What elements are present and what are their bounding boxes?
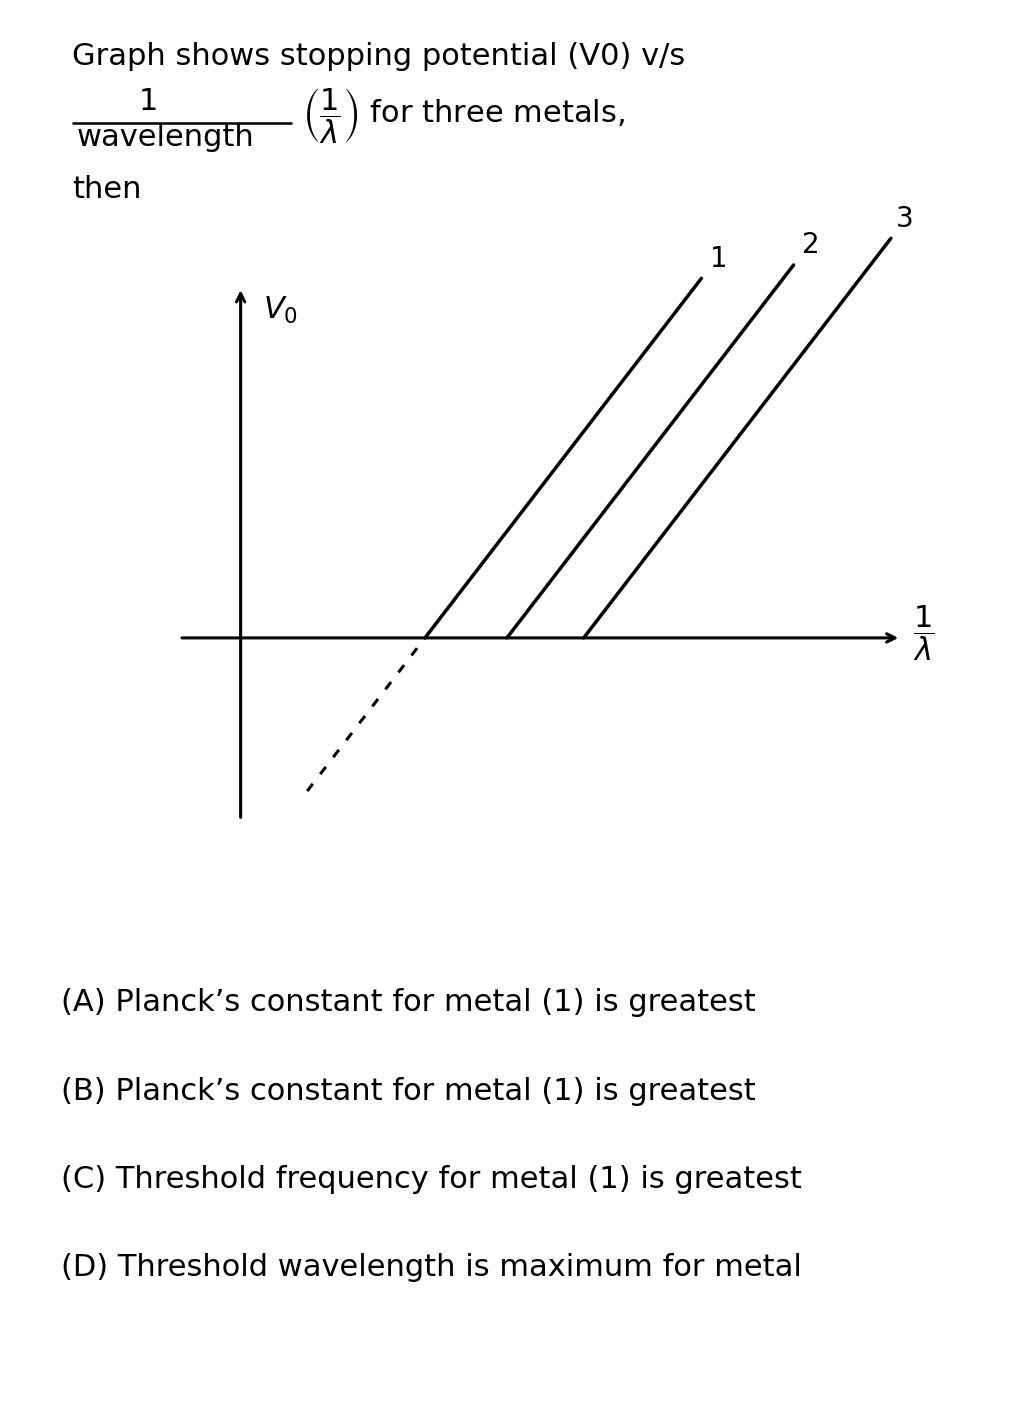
Text: (B) Planck’s constant for metal (1) is greatest: (B) Planck’s constant for metal (1) is g… [61,1077,756,1106]
Text: then: then [72,175,141,205]
Text: 3: 3 [896,205,913,233]
Text: $\left(\dfrac{1}{\lambda}\right)$ for three metals,: $\left(\dfrac{1}{\lambda}\right)$ for th… [302,87,625,146]
Text: (D) Threshold wavelength is maximum for metal: (D) Threshold wavelength is maximum for … [61,1253,803,1283]
Text: (C) Threshold frequency for metal (1) is greatest: (C) Threshold frequency for metal (1) is… [61,1165,803,1195]
Text: Graph shows stopping potential (V0) v/s: Graph shows stopping potential (V0) v/s [72,42,685,72]
Text: 1: 1 [710,245,727,272]
Text: 1: 1 [139,87,158,116]
Text: $\dfrac{1}{\lambda}$: $\dfrac{1}{\lambda}$ [913,604,935,663]
Text: 2: 2 [802,231,819,259]
Text: (A) Planck’s constant for metal (1) is greatest: (A) Planck’s constant for metal (1) is g… [61,988,756,1018]
Text: wavelength: wavelength [77,123,255,153]
Text: $V_0$: $V_0$ [263,294,298,325]
